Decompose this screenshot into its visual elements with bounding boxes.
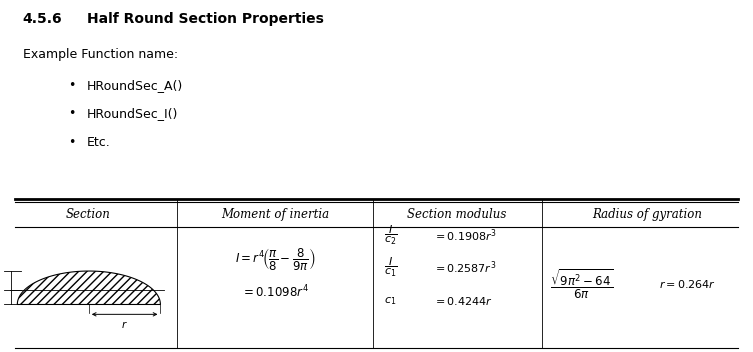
Text: $= 0.2587r^3$: $= 0.2587r^3$ bbox=[433, 259, 496, 276]
Text: HRoundSec_I(): HRoundSec_I() bbox=[87, 107, 178, 120]
Text: $c_1$: $c_1$ bbox=[384, 295, 396, 307]
Text: Example Function name:: Example Function name: bbox=[23, 48, 178, 61]
Text: $I = r^4\!\left(\dfrac{\pi}{8} - \dfrac{8}{9\pi}\right)$: $I = r^4\!\left(\dfrac{\pi}{8} - \dfrac{… bbox=[235, 246, 315, 272]
Text: •: • bbox=[68, 79, 75, 92]
Text: Half Round Section Properties: Half Round Section Properties bbox=[87, 12, 324, 26]
Text: 4.5.6: 4.5.6 bbox=[23, 12, 62, 26]
Polygon shape bbox=[17, 271, 160, 304]
Text: HRoundSec_A(): HRoundSec_A() bbox=[87, 79, 183, 92]
Text: $= 0.4244r$: $= 0.4244r$ bbox=[433, 295, 492, 307]
Text: Moment of inertia: Moment of inertia bbox=[221, 208, 329, 221]
Text: $= 0.1908r^3$: $= 0.1908r^3$ bbox=[433, 227, 497, 244]
Text: $r = 0.264r$: $r = 0.264r$ bbox=[659, 278, 715, 290]
Text: Section: Section bbox=[66, 208, 111, 221]
Text: $\dfrac{\sqrt{9\pi^2 - 64}}{6\pi}$: $\dfrac{\sqrt{9\pi^2 - 64}}{6\pi}$ bbox=[550, 268, 613, 301]
Text: Radius of gyration: Radius of gyration bbox=[593, 208, 703, 221]
Text: $r$: $r$ bbox=[121, 319, 128, 329]
Text: •: • bbox=[68, 107, 75, 120]
Text: $\dfrac{I}{c_1}$: $\dfrac{I}{c_1}$ bbox=[384, 256, 398, 279]
Text: $= 0.1098r^4$: $= 0.1098r^4$ bbox=[241, 283, 309, 300]
Text: $\dfrac{I}{c_2}$: $\dfrac{I}{c_2}$ bbox=[384, 224, 398, 247]
Text: Section modulus: Section modulus bbox=[407, 208, 507, 221]
Text: Etc.: Etc. bbox=[87, 136, 111, 149]
Text: •: • bbox=[68, 136, 75, 149]
